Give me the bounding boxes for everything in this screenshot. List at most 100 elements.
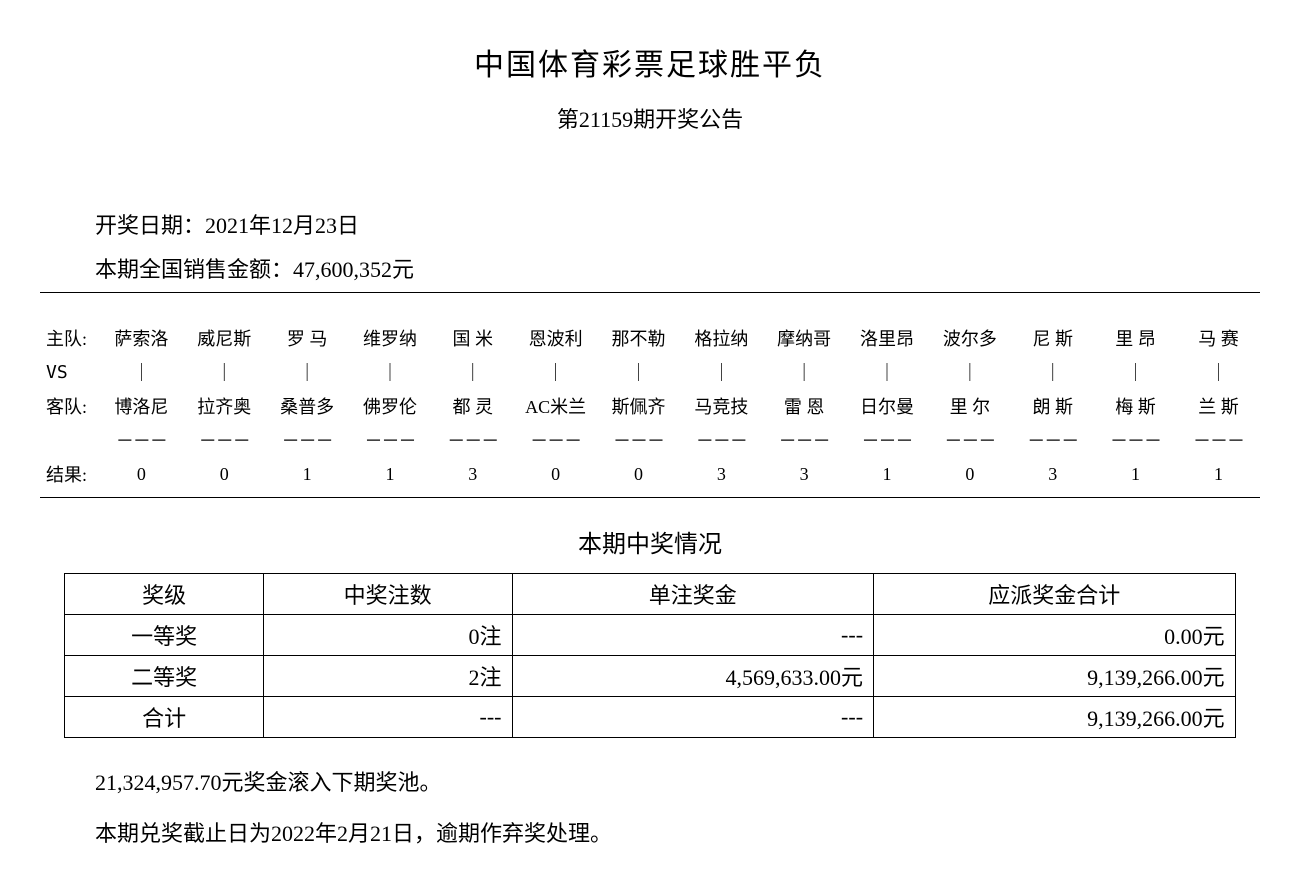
away-12: 朗 斯 [1011, 389, 1094, 423]
vbar: ｜ [431, 355, 514, 389]
home-1: 萨索洛 [100, 321, 183, 355]
cell-total-2: 9,139,266.00元 [874, 656, 1236, 697]
home-8: 格拉纳 [680, 321, 763, 355]
cell-unit-3: --- [512, 697, 874, 738]
result-1: 0 [100, 457, 183, 491]
away-6: AC米兰 [514, 389, 597, 423]
dash: －－－ [1011, 423, 1094, 457]
vbar: ｜ [928, 355, 1011, 389]
dash: －－－ [266, 423, 349, 457]
page-title: 中国体育彩票足球胜平负 [40, 40, 1260, 84]
col-count: 中奖注数 [263, 574, 512, 615]
col-level: 奖级 [65, 574, 263, 615]
prize-header-row: 奖级 中奖注数 单注奖金 应派奖金合计 [65, 574, 1235, 615]
away-9: 雷 恩 [763, 389, 846, 423]
col-total: 应派奖金合计 [874, 574, 1236, 615]
dash: －－－ [928, 423, 1011, 457]
away-5: 都 灵 [431, 389, 514, 423]
result-11: 0 [928, 457, 1011, 491]
rollover-text: 21,324,957.70元奖金滚入下期奖池。 [95, 758, 1260, 809]
sales-value: 47,600,352元 [293, 257, 414, 282]
dash: －－－ [597, 423, 680, 457]
home-4: 维罗纳 [349, 321, 432, 355]
away-13: 梅 斯 [1094, 389, 1177, 423]
away-4: 佛罗伦 [349, 389, 432, 423]
sales-label: 本期全国销售金额： [95, 257, 293, 282]
label-home: 主队: [40, 321, 100, 355]
result-14: 1 [1177, 457, 1260, 491]
result-6: 0 [514, 457, 597, 491]
away-2: 拉齐奥 [183, 389, 266, 423]
cell-unit-2: 4,569,633.00元 [512, 656, 874, 697]
col-unit: 单注奖金 [512, 574, 874, 615]
vbar: ｜ [100, 355, 183, 389]
cell-count-1: 0注 [263, 615, 512, 656]
row-away: 客队: 博洛尼 拉齐奥 桑普多 佛罗伦 都 灵 AC米兰 斯佩齐 马竞技 雷 恩… [40, 389, 1260, 423]
home-6: 恩波利 [514, 321, 597, 355]
prize-section-title: 本期中奖情况 [40, 524, 1260, 559]
label-vs: VS [40, 355, 100, 389]
home-13: 里 昂 [1094, 321, 1177, 355]
result-9: 3 [763, 457, 846, 491]
cell-total-1: 0.00元 [874, 615, 1236, 656]
footer-block: 21,324,957.70元奖金滚入下期奖池。 本期兑奖截止日为2022年2月2… [95, 758, 1260, 859]
vbar: ｜ [349, 355, 432, 389]
dash: －－－ [431, 423, 514, 457]
vbar: ｜ [763, 355, 846, 389]
home-7: 那不勒 [597, 321, 680, 355]
cell-level-1: 一等奖 [65, 615, 263, 656]
result-3: 1 [266, 457, 349, 491]
page-subtitle: 第21159期开奖公告 [40, 102, 1260, 134]
result-5: 3 [431, 457, 514, 491]
cell-count-2: 2注 [263, 656, 512, 697]
row-dash: －－－ －－－ －－－ －－－ －－－ －－－ －－－ －－－ －－－ －－－ … [40, 423, 1260, 457]
home-14: 马 赛 [1177, 321, 1260, 355]
matches-table: 主队: 萨索洛 威尼斯 罗 马 维罗纳 国 米 恩波利 那不勒 格拉纳 摩纳哥 … [40, 321, 1260, 491]
dash: －－－ [100, 423, 183, 457]
result-2: 0 [183, 457, 266, 491]
dash: －－－ [1094, 423, 1177, 457]
home-12: 尼 斯 [1011, 321, 1094, 355]
away-10: 日尔曼 [846, 389, 929, 423]
label-away: 客队: [40, 389, 100, 423]
draw-date-value: 2021年12月23日 [205, 213, 359, 238]
result-10: 1 [846, 457, 929, 491]
vbar: ｜ [846, 355, 929, 389]
row-vs: VS ｜ ｜ ｜ ｜ ｜ ｜ ｜ ｜ ｜ ｜ ｜ ｜ ｜ ｜ [40, 355, 1260, 389]
dash: －－－ [1177, 423, 1260, 457]
dash: －－－ [680, 423, 763, 457]
deadline-text: 本期兑奖截止日为2022年2月21日，逾期作弃奖处理。 [95, 809, 1260, 860]
home-3: 罗 马 [266, 321, 349, 355]
home-9: 摩纳哥 [763, 321, 846, 355]
vbar: ｜ [1177, 355, 1260, 389]
row-result: 结果: 0 0 1 1 3 0 0 3 3 1 0 3 1 1 [40, 457, 1260, 491]
vbar: ｜ [266, 355, 349, 389]
away-7: 斯佩齐 [597, 389, 680, 423]
cell-unit-1: --- [512, 615, 874, 656]
result-12: 3 [1011, 457, 1094, 491]
vbar: ｜ [680, 355, 763, 389]
prize-row-total: 合计 --- --- 9,139,266.00元 [65, 697, 1235, 738]
cell-total-3: 9,139,266.00元 [874, 697, 1236, 738]
vbar: ｜ [597, 355, 680, 389]
home-5: 国 米 [431, 321, 514, 355]
dash: －－－ [349, 423, 432, 457]
home-2: 威尼斯 [183, 321, 266, 355]
result-4: 1 [349, 457, 432, 491]
vbar: ｜ [514, 355, 597, 389]
matches-block: 主队: 萨索洛 威尼斯 罗 马 维罗纳 国 米 恩波利 那不勒 格拉纳 摩纳哥 … [40, 292, 1260, 498]
prize-row-2: 二等奖 2注 4,569,633.00元 9,139,266.00元 [65, 656, 1235, 697]
result-13: 1 [1094, 457, 1177, 491]
sales-line: 本期全国销售金额：47,600,352元 [95, 248, 1260, 292]
home-10: 洛里昂 [846, 321, 929, 355]
info-block: 开奖日期：2021年12月23日 本期全国销售金额：47,600,352元 [95, 204, 1260, 292]
prize-table: 奖级 中奖注数 单注奖金 应派奖金合计 一等奖 0注 --- 0.00元 二等奖… [64, 573, 1235, 738]
label-result: 结果: [40, 457, 100, 491]
draw-date-label: 开奖日期： [95, 213, 205, 238]
result-7: 0 [597, 457, 680, 491]
dash: －－－ [763, 423, 846, 457]
vbar: ｜ [1011, 355, 1094, 389]
vbar: ｜ [1094, 355, 1177, 389]
dash: －－－ [846, 423, 929, 457]
cell-level-2: 二等奖 [65, 656, 263, 697]
